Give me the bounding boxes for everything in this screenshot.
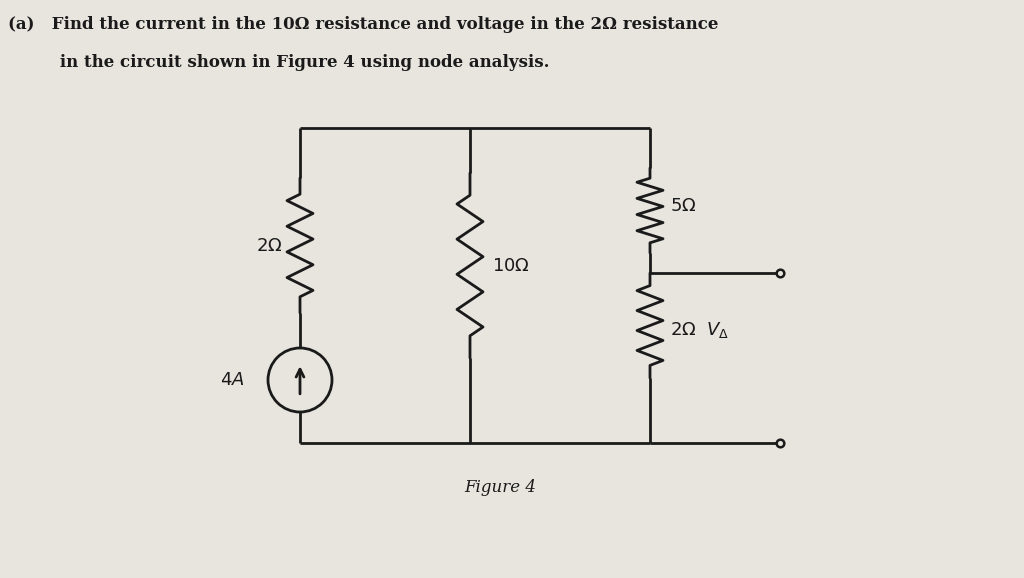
- Text: in the circuit shown in Figure 4 using node analysis.: in the circuit shown in Figure 4 using n…: [8, 54, 550, 71]
- Text: (a)   Find the current in the 10Ω resistance and voltage in the 2Ω resistance: (a) Find the current in the 10Ω resistan…: [8, 16, 719, 33]
- Text: Figure 4: Figure 4: [464, 480, 536, 497]
- Text: $5\Omega$: $5\Omega$: [670, 197, 696, 215]
- Text: $2\Omega$  $V_\Delta$: $2\Omega$ $V_\Delta$: [670, 320, 729, 340]
- Text: $4A$: $4A$: [220, 371, 245, 389]
- Text: $10\Omega$: $10\Omega$: [492, 257, 529, 275]
- Text: $2\Omega$: $2\Omega$: [256, 237, 282, 255]
